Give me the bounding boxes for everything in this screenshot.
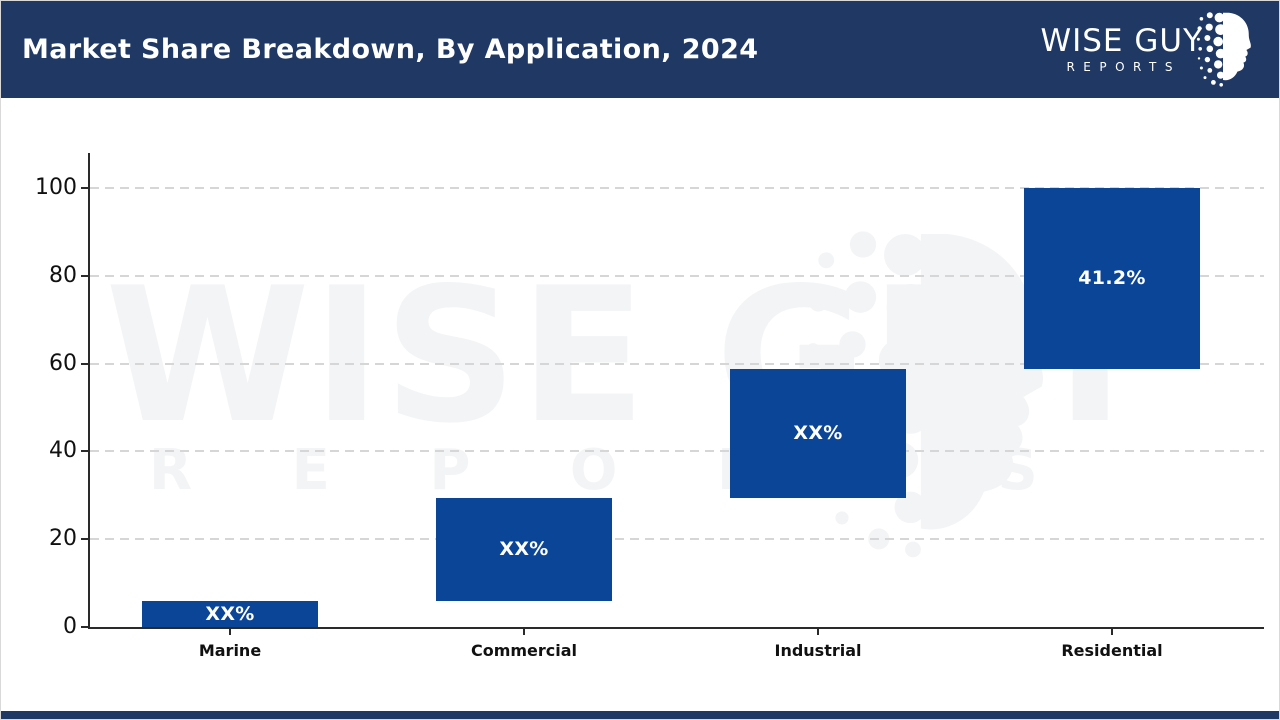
gridline-60 (90, 362, 1264, 365)
y-tick-100 (81, 187, 88, 189)
x-tick-commercial (523, 629, 525, 635)
header: Market Share Breakdown, By Application, … (1, 1, 1279, 98)
y-tick-label: 0 (63, 614, 77, 639)
y-tick-20 (81, 538, 88, 541)
x-axis-line (88, 627, 1264, 629)
y-tick-40 (81, 450, 88, 453)
x-axis-label-industrial: Industrial (774, 641, 862, 660)
gridline-20 (90, 538, 1264, 541)
y-tick-label: 100 (35, 175, 77, 200)
bar-marine: XX% (142, 600, 318, 627)
y-tick-0 (81, 626, 88, 628)
bar-value-label: XX% (205, 602, 255, 625)
logo-subtitle: REPORTS (1066, 60, 1181, 74)
bar-value-label: XX% (793, 422, 843, 445)
y-tick-80 (81, 274, 88, 277)
chart-title: Market Share Breakdown, By Application, … (22, 34, 759, 65)
bar-value-label: XX% (499, 538, 549, 561)
x-tick-industrial (817, 629, 819, 635)
bar-value-label: 41.2% (1078, 267, 1146, 290)
gridline-80 (90, 274, 1264, 277)
x-axis-label-commercial: Commercial (470, 641, 578, 660)
y-tick-label: 60 (49, 350, 77, 376)
y-axis-line (88, 153, 90, 629)
y-tick-60 (81, 362, 88, 365)
bar-residential: 41.2% (1024, 188, 1200, 369)
bar-industrial: XX% (730, 368, 906, 498)
x-axis-label-marine: Marine (198, 641, 262, 660)
logo: WISE GUY REPORTS (1040, 8, 1279, 92)
logo-wordmark: WISE GUY (1040, 23, 1203, 59)
footer-bar (1, 711, 1279, 719)
x-axis-label-residential: Residential (1061, 641, 1163, 660)
logo-head-icon (1196, 11, 1251, 87)
x-tick-marine (229, 629, 231, 635)
gridline-40 (90, 450, 1264, 453)
y-tick-label: 20 (49, 526, 77, 552)
gridline-100 (90, 187, 1264, 189)
bar-commercial: XX% (436, 497, 612, 601)
logo-text: WISE GUY REPORTS (1040, 23, 1203, 74)
x-tick-residential (1111, 629, 1113, 635)
y-tick-label: 80 (49, 262, 77, 288)
y-tick-label: 40 (49, 438, 77, 464)
